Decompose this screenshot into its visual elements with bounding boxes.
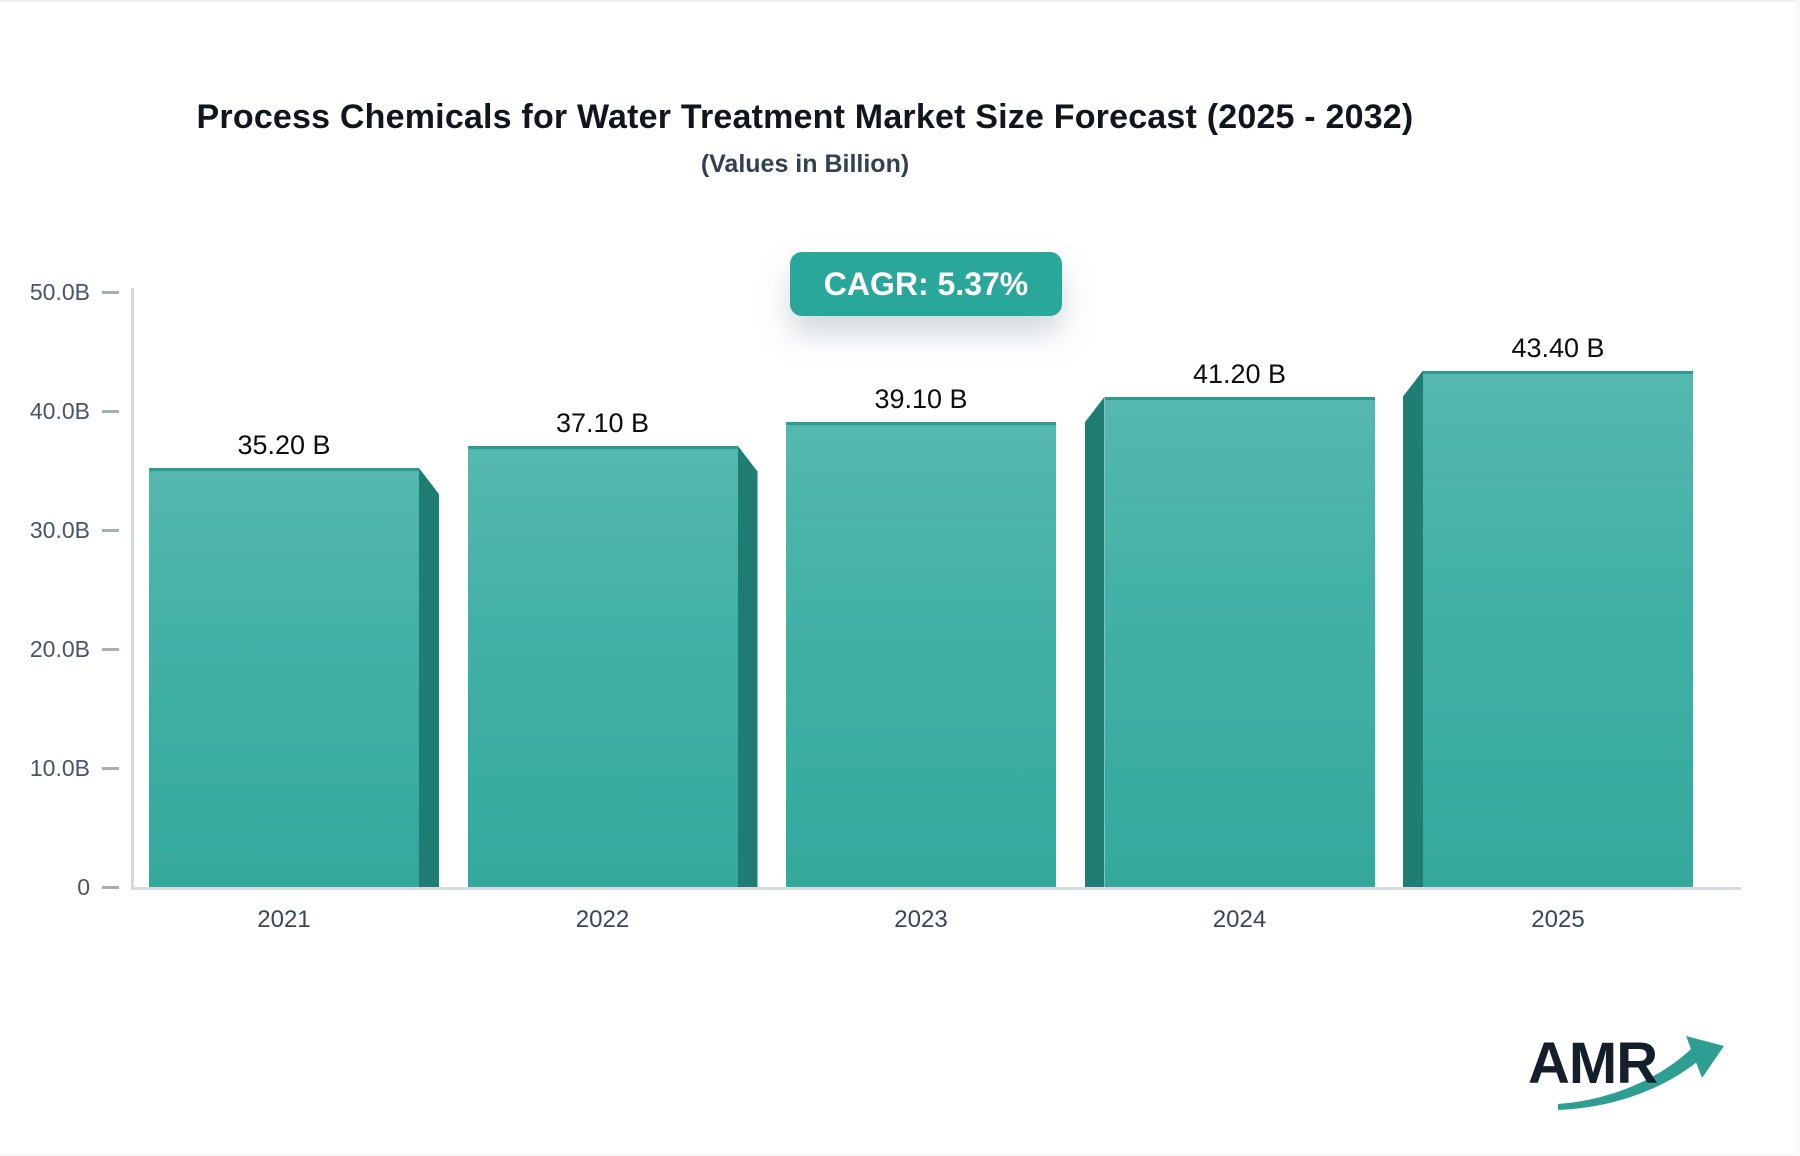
bar-group: 37.10 B 2022 — [444, 232, 762, 972]
y-tick-mark — [102, 886, 119, 889]
bar-value-label: 37.10 B — [555, 407, 650, 438]
bar-side-face — [1403, 370, 1423, 887]
y-tick-label: 30.0B — [29, 517, 90, 543]
cagr-badge-label: CAGR: 5.37% — [823, 265, 1029, 302]
y-tick-mark — [102, 410, 119, 413]
bar-side-face — [737, 445, 758, 887]
bar[interactable] — [1423, 370, 1693, 887]
bar-group: 39.10 B 2023 — [762, 232, 1080, 972]
x-axis-category-label: 2023 — [894, 906, 948, 933]
y-tick-mark — [102, 648, 119, 651]
y-tick-label: 10.0B — [29, 755, 90, 781]
bar[interactable] — [786, 421, 1056, 887]
bar-side-face — [419, 468, 439, 887]
bar-value-label: 35.20 B — [237, 430, 331, 461]
y-axis-line — [131, 288, 134, 890]
y-tick-mark — [102, 529, 119, 532]
chart-subtitle: (Values in Billion) — [700, 150, 910, 178]
bar-group: 41.20 B 2024 — [1081, 232, 1399, 972]
y-tick-label: 50.0B — [29, 279, 90, 305]
amr-logo: AMR — [1528, 1030, 1724, 1116]
growth-arrow-icon — [1558, 1036, 1724, 1110]
bar-value-label: 43.40 B — [1511, 332, 1605, 363]
amr-logo-text: AMR — [1528, 1031, 1658, 1096]
bar-side-face — [1084, 396, 1105, 887]
bar-value-label: 39.10 B — [874, 383, 968, 414]
x-axis-category-label: 2022 — [575, 906, 630, 933]
chart-title: Process Chemicals for Water Treatment Ma… — [196, 98, 1414, 136]
bar[interactable] — [1104, 396, 1375, 887]
plot-area: 50.0B 40.0B 30.0B 20.0B 10.0B 0 35.20 B 2021 … — [0, 232, 1800, 972]
bar[interactable] — [149, 468, 419, 887]
y-tick-label: 20.0B — [29, 636, 90, 662]
bar-group: 43.40 B 2025 — [1399, 232, 1717, 972]
x-axis-line — [131, 887, 1741, 890]
y-tick-mark — [102, 291, 119, 294]
x-axis-category-label: 2024 — [1212, 906, 1267, 933]
cagr-badge: CAGR: 5.37% — [790, 252, 1062, 316]
x-axis-category-label: 2025 — [1531, 906, 1585, 933]
y-tick-label: 40.0B — [29, 398, 90, 424]
bar-value-label: 41.20 B — [1192, 358, 1287, 389]
y-tick-mark — [102, 767, 119, 770]
x-axis-category-label: 2021 — [257, 906, 311, 933]
y-tick-label: 0 — [77, 874, 90, 900]
bar[interactable] — [467, 445, 738, 887]
bar-group: 35.20 B 2021 — [125, 232, 443, 972]
